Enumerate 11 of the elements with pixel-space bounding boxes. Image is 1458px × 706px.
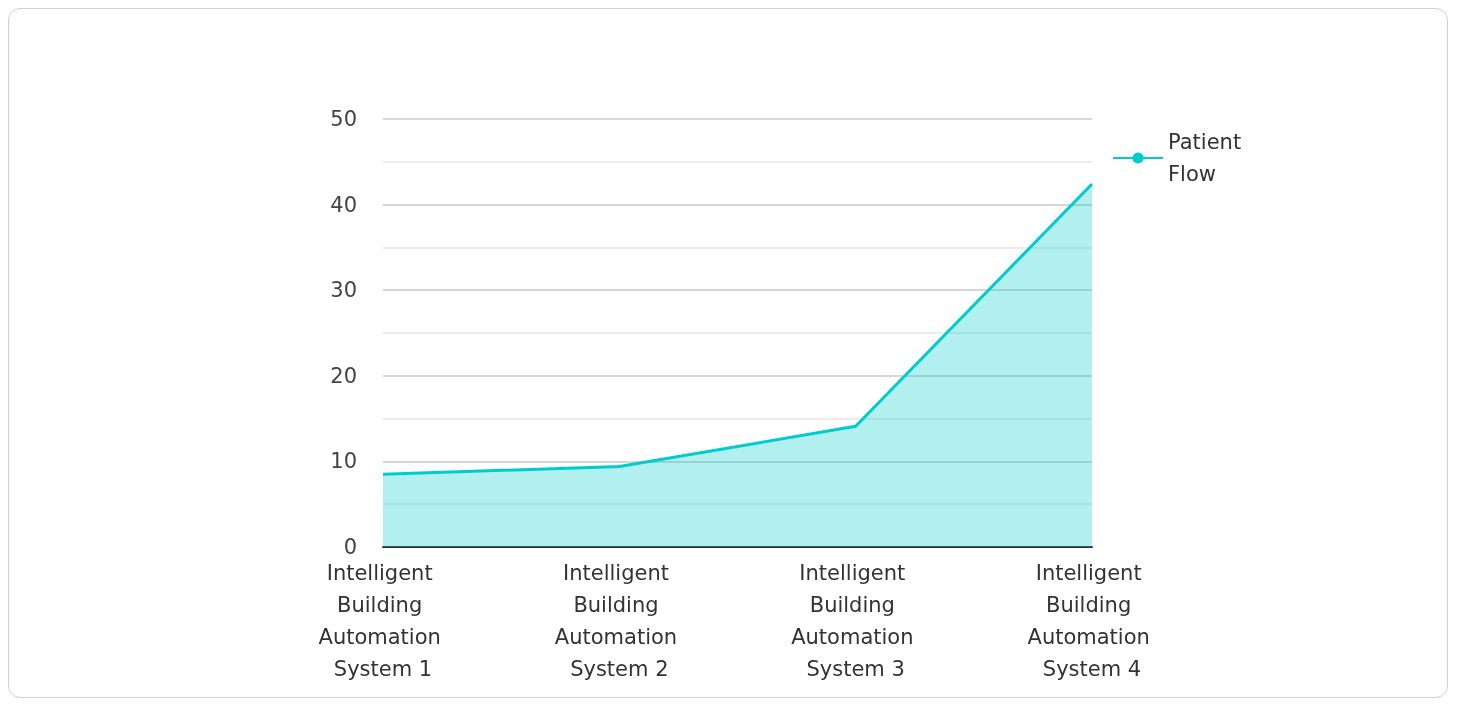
- y-tick-label: 40: [330, 192, 357, 217]
- x-tick-label: Intelligent Building Automation System 4: [1027, 561, 1157, 681]
- x-tick-label: Intelligent Building Automation System 3: [791, 561, 921, 681]
- y-tick-label: 0: [343, 535, 357, 559]
- y-tick-label: 10: [330, 449, 357, 474]
- y-tick-label: 50: [330, 107, 357, 131]
- y-tick-label: 30: [330, 278, 357, 303]
- x-tick-label: Intelligent Building Automation System 2: [554, 561, 684, 681]
- y-tick-label: 20: [330, 363, 357, 388]
- x-tick-label: Intelligent Building Automation System 1: [318, 561, 448, 681]
- legend-label: Patient Flow: [1168, 130, 1248, 186]
